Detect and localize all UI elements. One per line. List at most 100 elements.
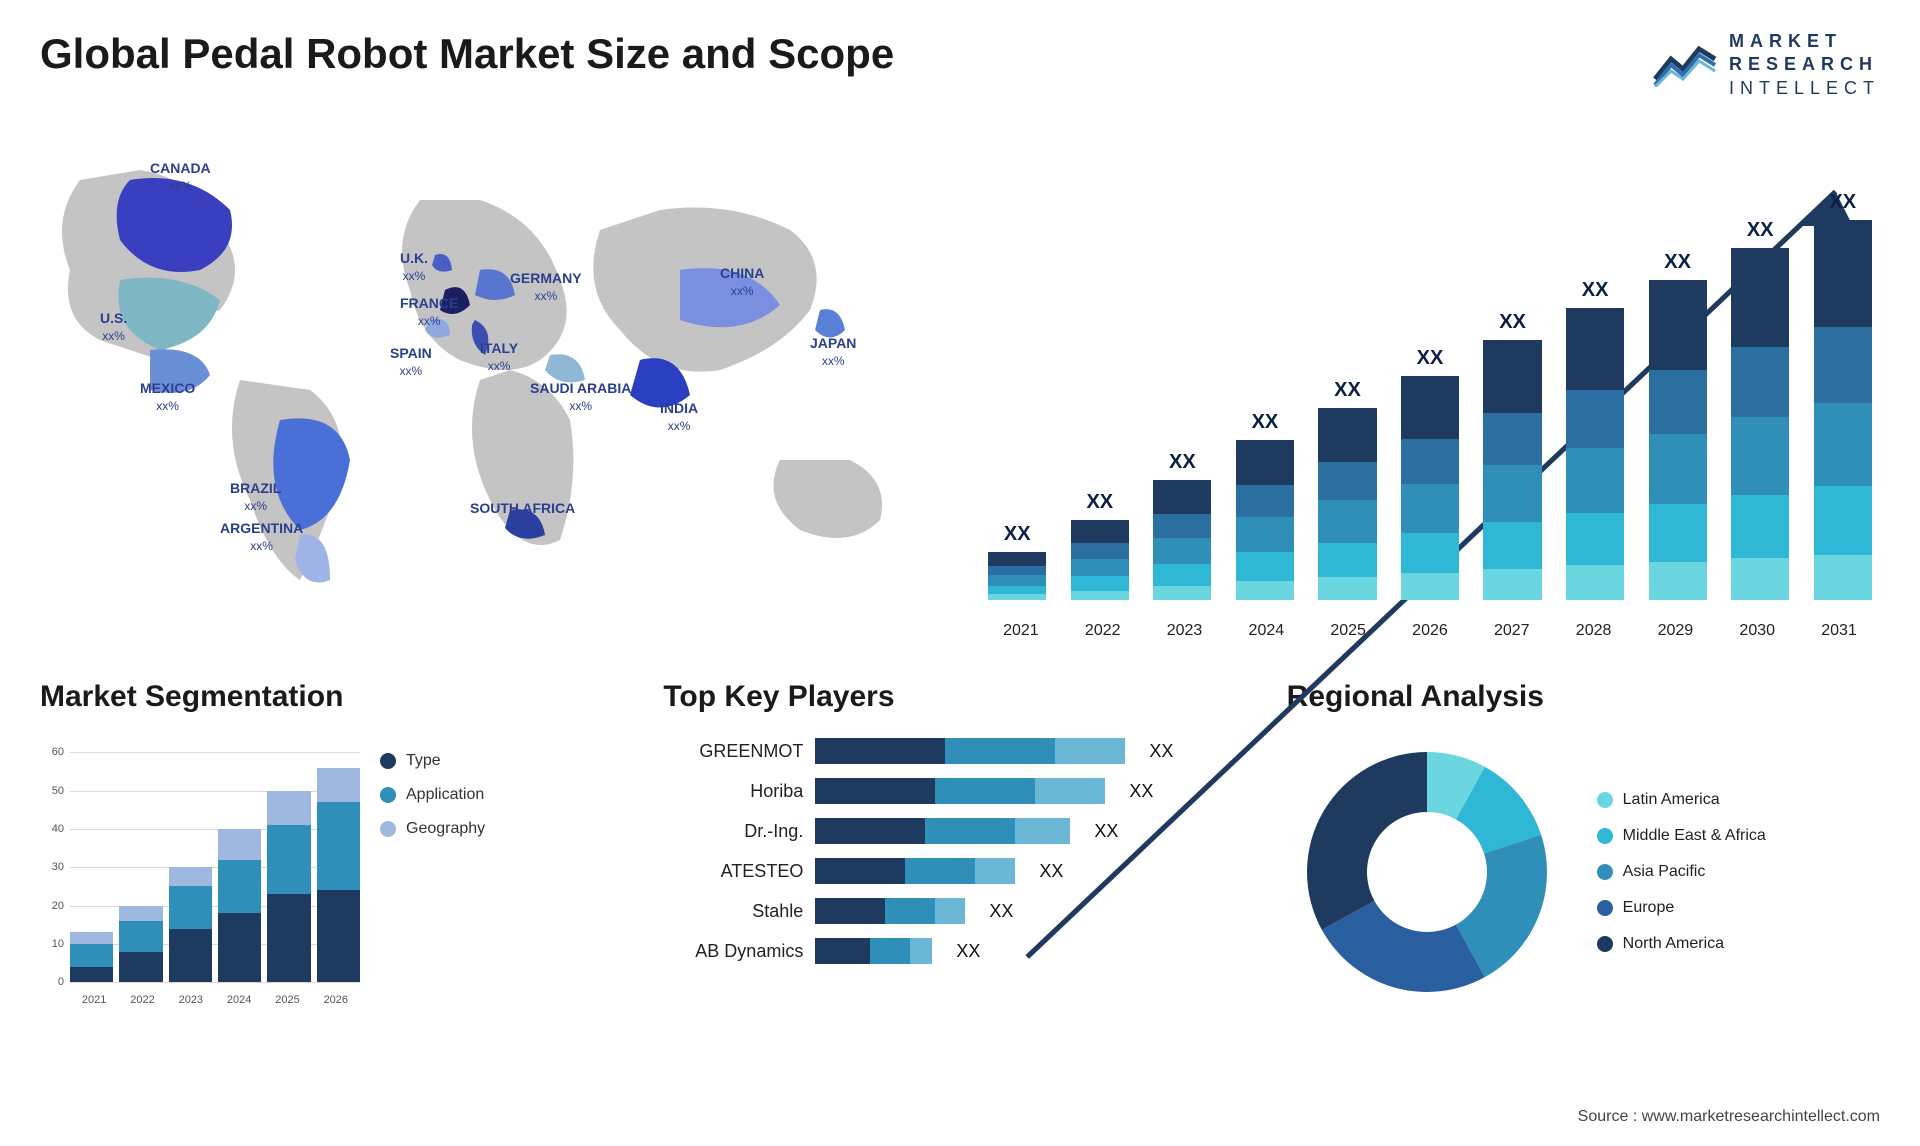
growth-x-label: 2031 (1798, 622, 1880, 640)
segmentation-chart: 0102030405060 202120222023202420252026 (40, 732, 360, 1012)
growth-bar-label: XX (1829, 191, 1856, 214)
players-section: Top Key Players GREENMOTXXHoribaXXDr.-In… (663, 680, 1256, 1012)
growth-x-label: 2026 (1389, 622, 1471, 640)
player-bar (815, 818, 1070, 844)
growth-bar: XX (1475, 311, 1550, 600)
player-row: Horiba XX (663, 778, 1256, 804)
seg-x-label: 2026 (324, 994, 348, 1006)
seg-bar (169, 867, 212, 982)
seg-y-label: 40 (40, 823, 64, 835)
segmentation-title: Market Segmentation (40, 680, 633, 714)
player-bar (815, 938, 932, 964)
player-name: Horiba (663, 781, 803, 802)
player-name: GREENMOT (663, 741, 803, 762)
regional-section: Regional Analysis Latin America Middle Ea… (1287, 680, 1880, 1012)
map-label: ITALYxx% (480, 340, 518, 374)
growth-chart: XXXXXXXXXXXXXXXXXXXXXX 20212022202320242… (980, 120, 1880, 640)
world-map-panel: CANADAxx%U.S.xx%MEXICOxx%BRAZILxx%ARGENT… (40, 120, 940, 640)
player-value: XX (1039, 861, 1063, 882)
growth-x-label: 2022 (1062, 622, 1144, 640)
growth-bar: XX (1063, 491, 1138, 600)
brand-logo: MARKET RESEARCH INTELLECT (1653, 30, 1880, 100)
logo-text-2: RESEARCH (1729, 53, 1880, 76)
player-value: XX (989, 901, 1013, 922)
player-bar (815, 738, 1125, 764)
growth-x-label: 2030 (1716, 622, 1798, 640)
seg-y-label: 30 (40, 861, 64, 873)
player-name: AB Dynamics (663, 941, 803, 962)
regional-donut-chart (1287, 732, 1567, 1012)
player-value: XX (956, 941, 980, 962)
growth-bar-label: XX (1334, 379, 1361, 402)
seg-bar (119, 906, 162, 983)
growth-bar: XX (1228, 411, 1303, 600)
growth-bar: XX (1145, 451, 1220, 600)
seg-x-label: 2021 (82, 994, 106, 1006)
growth-x-label: 2021 (980, 622, 1062, 640)
seg-y-label: 60 (40, 746, 64, 758)
growth-x-label: 2024 (1225, 622, 1307, 640)
player-bar (815, 898, 965, 924)
seg-y-label: 50 (40, 785, 64, 797)
player-name: Stahle (663, 901, 803, 922)
map-label: ARGENTINAxx% (220, 520, 303, 554)
growth-bar: XX (1805, 191, 1880, 600)
player-value: XX (1094, 821, 1118, 842)
growth-bar-label: XX (1086, 491, 1113, 514)
seg-x-label: 2025 (275, 994, 299, 1006)
player-name: ATESTEO (663, 861, 803, 882)
map-label: SPAINxx% (390, 345, 432, 379)
source-text: Source : www.marketresearchintellect.com (1578, 1108, 1880, 1126)
growth-bar: XX (1393, 347, 1468, 600)
player-row: GREENMOTXX (663, 738, 1256, 764)
segmentation-section: Market Segmentation 0 10 20 30 40 50 60 2021 20… (40, 680, 633, 1012)
growth-bar: XX (980, 523, 1055, 600)
segmentation-legend: TypeApplicationGeography (380, 732, 485, 838)
seg-y-label: 10 (40, 938, 64, 950)
seg-legend-item: Application (380, 786, 485, 804)
seg-legend-item: Geography (380, 820, 485, 838)
growth-bar-label: XX (1499, 311, 1526, 334)
growth-bar: XX (1310, 379, 1385, 600)
seg-bar (267, 791, 310, 983)
player-row: ATESTEO XX (663, 858, 1256, 884)
donut-legend-item: North America (1597, 935, 1766, 953)
player-row: AB Dynamics XX (663, 938, 1256, 964)
player-value: XX (1129, 781, 1153, 802)
donut-slice (1307, 752, 1427, 930)
growth-bar-label: XX (1252, 411, 1279, 434)
growth-bar-label: XX (1417, 347, 1444, 370)
donut-legend-item: Asia Pacific (1597, 863, 1766, 881)
growth-bar: XX (1558, 279, 1633, 600)
map-label: GERMANYxx% (510, 270, 582, 304)
seg-bar (70, 932, 113, 982)
map-label: CHINAxx% (720, 265, 764, 299)
player-bar (815, 778, 1105, 804)
map-label: BRAZILxx% (230, 480, 281, 514)
regional-title: Regional Analysis (1287, 680, 1880, 714)
map-label: SAUDI ARABIAxx% (530, 380, 631, 414)
page-title: Global Pedal Robot Market Size and Scope (40, 30, 894, 78)
growth-bar-label: XX (1582, 279, 1609, 302)
growth-bar-label: XX (1747, 219, 1774, 242)
logo-text-1: MARKET (1729, 30, 1880, 53)
player-bar (815, 858, 1015, 884)
seg-y-label: 0 (40, 976, 64, 988)
donut-legend-item: Middle East & Africa (1597, 827, 1766, 845)
growth-x-label: 2027 (1471, 622, 1553, 640)
logo-mark-icon (1653, 39, 1717, 92)
growth-x-label: 2025 (1307, 622, 1389, 640)
donut-legend-item: Latin America (1597, 791, 1766, 809)
growth-bar-label: XX (1664, 251, 1691, 274)
growth-bar: XX (1723, 219, 1798, 600)
seg-bar (317, 768, 360, 983)
growth-x-label: 2028 (1553, 622, 1635, 640)
map-label: SOUTH AFRICAxx% (470, 500, 575, 534)
seg-y-label: 20 (40, 900, 64, 912)
growth-bar: XX (1640, 251, 1715, 600)
growth-x-label: 2023 (1144, 622, 1226, 640)
seg-x-label: 2024 (227, 994, 251, 1006)
player-row: Dr.-Ing.XX (663, 818, 1256, 844)
growth-x-label: 2029 (1635, 622, 1717, 640)
map-label: FRANCExx% (400, 295, 458, 329)
